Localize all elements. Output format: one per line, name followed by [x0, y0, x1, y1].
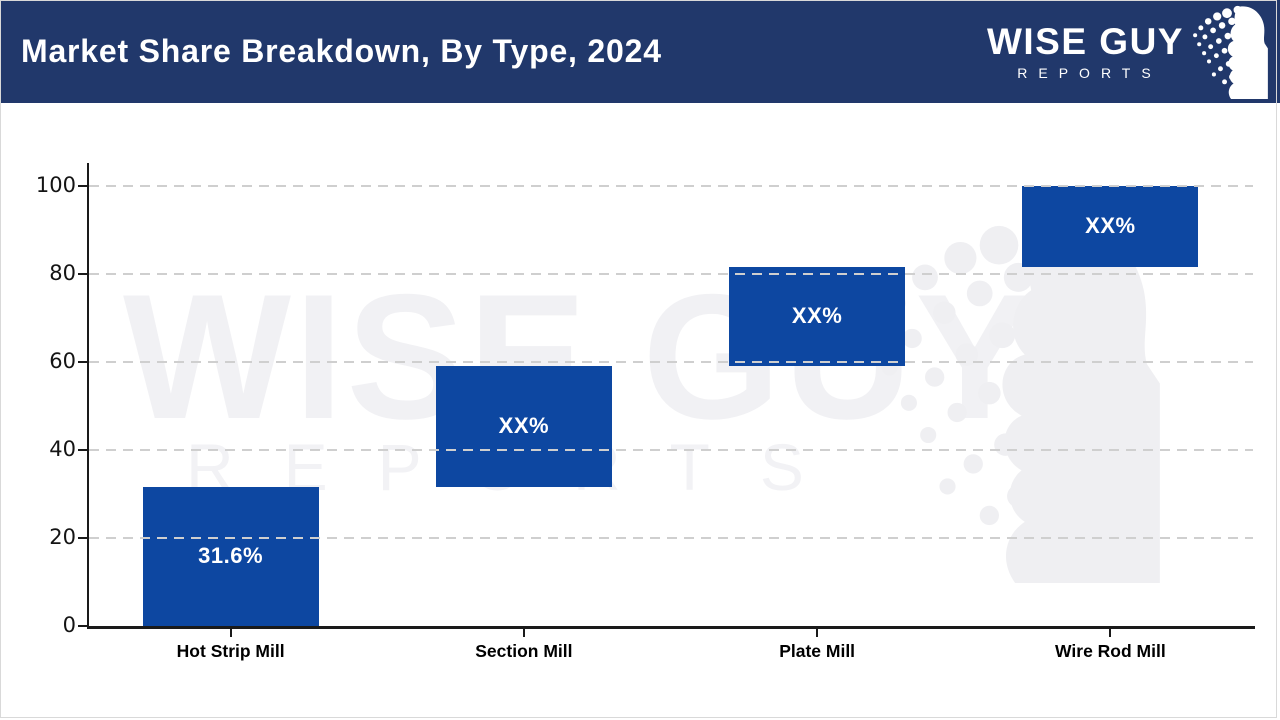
grid-line-20 — [89, 536, 1253, 539]
x-axis-line — [87, 626, 1255, 629]
x-label-section-mill: Section Mill — [475, 641, 573, 661]
wise-guy-logo: WISE GUY REPORTS — [987, 3, 1268, 100]
logo-wordmark-line2: REPORTS — [1017, 64, 1162, 81]
y-tick-mark-0 — [78, 625, 88, 627]
x-tick-mark-hot-strip-mill — [229, 628, 232, 637]
y-tick-label-20: 20 — [49, 524, 76, 549]
x-label-wire-rod-mill: Wire Rod Mill — [1055, 641, 1166, 661]
x-label-hot-strip-mill: Hot Strip Mill — [176, 641, 285, 661]
x-tick-mark-wire-rod-mill — [1109, 628, 1112, 637]
header-bar: Market Share Breakdown, By Type, 2024 WI… — [0, 0, 1280, 103]
bar-wire-rod-mill: XX% — [1022, 185, 1199, 267]
grid-line-60 — [89, 360, 1253, 363]
bar-section-mill: XX% — [435, 365, 612, 487]
y-tick-mark-20 — [78, 536, 88, 539]
y-tick-label-60: 60 — [49, 348, 76, 373]
page-title: Market Share Breakdown, By Type, 2024 — [21, 33, 662, 69]
logo-wordmark-line1: WISE GUY — [986, 20, 1184, 62]
x-tick-mark-section-mill — [522, 628, 525, 637]
grid-line-100 — [89, 184, 1253, 187]
bar-value-label-plate-mill: XX% — [791, 303, 843, 329]
y-tick-label-100: 100 — [35, 172, 76, 197]
logo-face-dots-icon — [1186, 5, 1268, 99]
grid-line-80 — [89, 272, 1253, 275]
y-tick-mark-60 — [78, 360, 88, 363]
y-tick-label-40: 40 — [49, 436, 76, 461]
x-tick-mark-plate-mill — [816, 628, 819, 637]
grid-line-40 — [89, 448, 1253, 451]
y-axis-line — [87, 163, 89, 628]
y-tick-mark-40 — [78, 448, 88, 451]
bar-value-label-section-mill: XX% — [498, 413, 550, 439]
y-tick-label-0: 0 — [62, 613, 76, 637]
bar-plate-mill: XX% — [729, 266, 906, 366]
y-tick-mark-80 — [78, 272, 88, 275]
y-tick-label-80: 80 — [49, 260, 76, 285]
bar-value-label-hot-strip-mill: 31.6% — [198, 543, 264, 569]
x-label-plate-mill: Plate Mill — [779, 641, 856, 661]
logo-wordmark: WISE GUY REPORTS — [987, 23, 1184, 81]
bar-hot-strip-mill: 31.6% — [142, 486, 319, 626]
y-tick-mark-100 — [78, 184, 88, 187]
bar-value-label-wire-rod-mill: XX% — [1085, 213, 1136, 239]
